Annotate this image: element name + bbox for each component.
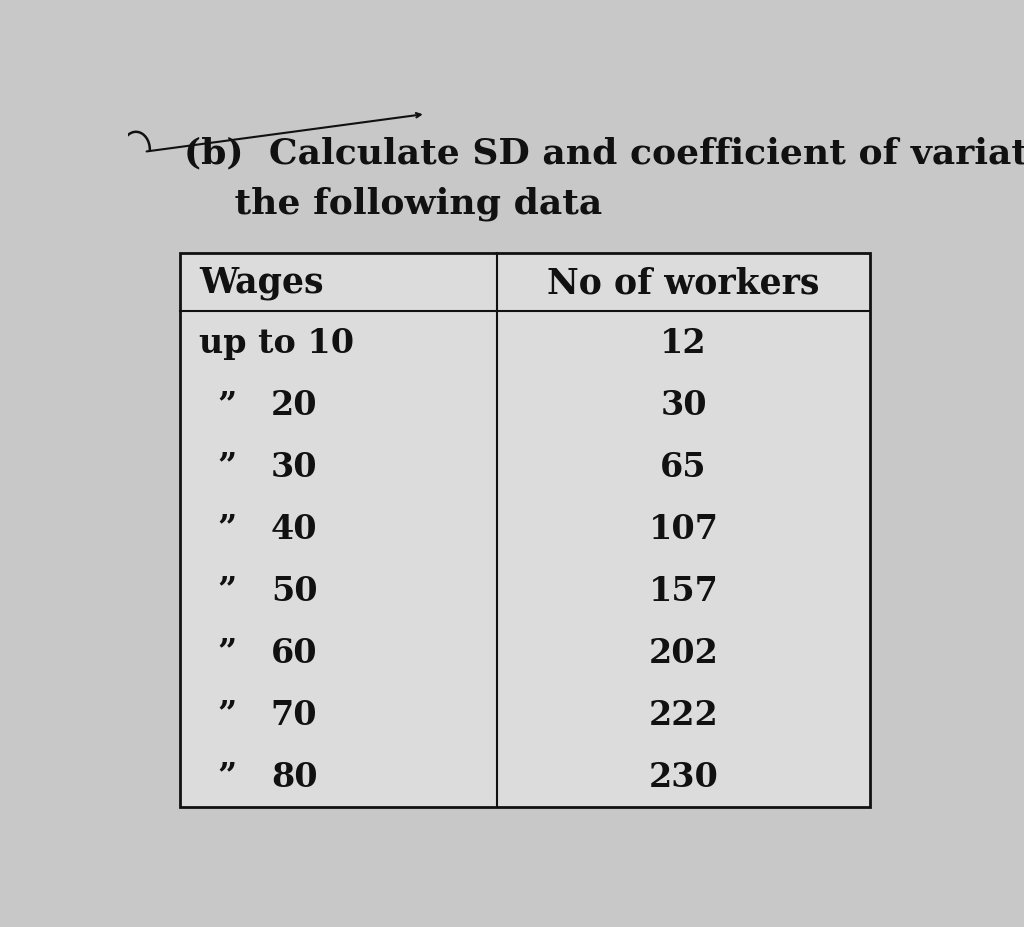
Text: 65: 65 (660, 451, 707, 483)
Text: 157: 157 (648, 574, 719, 607)
Text: ”: ” (217, 451, 237, 483)
Text: 50: 50 (270, 574, 317, 607)
Text: ”: ” (217, 636, 237, 669)
Bar (179, 254, 870, 807)
Text: ”: ” (217, 388, 237, 422)
Text: ”: ” (217, 760, 237, 793)
Text: 230: 230 (648, 760, 719, 793)
Text: 60: 60 (270, 636, 317, 669)
Text: Wages: Wages (200, 266, 324, 300)
Text: ”: ” (217, 698, 237, 730)
Text: 80: 80 (270, 760, 317, 793)
Text: 40: 40 (270, 513, 317, 545)
Text: 107: 107 (648, 513, 719, 545)
Text: (b)  Calculate SD and coefficient of variation from: (b) Calculate SD and coefficient of vari… (183, 136, 1024, 171)
Text: 222: 222 (648, 698, 719, 730)
Text: ”: ” (217, 574, 237, 607)
Text: 20: 20 (270, 388, 317, 422)
Text: 30: 30 (660, 388, 707, 422)
Text: No of workers: No of workers (548, 266, 819, 300)
Text: 30: 30 (270, 451, 317, 483)
Text: the following data: the following data (183, 186, 602, 221)
Text: 202: 202 (648, 636, 719, 669)
Text: 12: 12 (660, 326, 707, 360)
Text: up to 10: up to 10 (200, 326, 354, 360)
Text: ”: ” (217, 513, 237, 545)
Text: 70: 70 (270, 698, 317, 730)
